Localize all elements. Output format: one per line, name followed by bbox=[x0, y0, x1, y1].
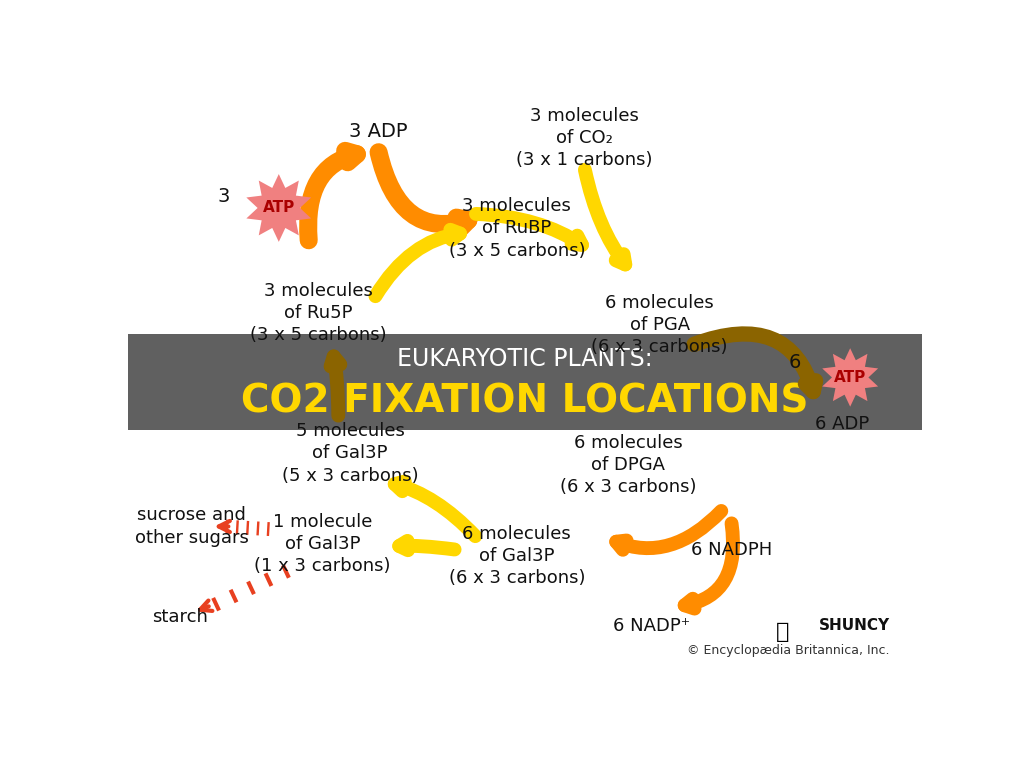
Text: © Encyclopædia Britannica, Inc.: © Encyclopædia Britannica, Inc. bbox=[687, 644, 890, 657]
Text: CO2 FIXATION LOCATIONS: CO2 FIXATION LOCATIONS bbox=[241, 382, 809, 420]
Text: 6 NADP⁺: 6 NADP⁺ bbox=[613, 617, 690, 635]
Text: 3: 3 bbox=[217, 187, 229, 206]
Polygon shape bbox=[247, 174, 311, 242]
Text: starch: starch bbox=[152, 608, 208, 626]
Text: 3 molecules
of Ru5P
(3 x 5 carbons): 3 molecules of Ru5P (3 x 5 carbons) bbox=[250, 282, 387, 345]
Text: 5 molecules
of Gal3P
(5 x 3 carbons): 5 molecules of Gal3P (5 x 3 carbons) bbox=[282, 422, 419, 485]
FancyArrowPatch shape bbox=[399, 541, 455, 550]
FancyArrowPatch shape bbox=[376, 230, 460, 296]
FancyBboxPatch shape bbox=[128, 334, 922, 430]
Text: 6 NADPH: 6 NADPH bbox=[690, 541, 772, 559]
Text: 6: 6 bbox=[788, 354, 801, 373]
Text: 3 ADP: 3 ADP bbox=[349, 122, 408, 141]
Text: 3 molecules
of RuBP
(3 x 5 carbons): 3 molecules of RuBP (3 x 5 carbons) bbox=[449, 197, 585, 260]
FancyArrowPatch shape bbox=[694, 334, 816, 392]
Text: ATP: ATP bbox=[835, 370, 866, 385]
FancyArrowPatch shape bbox=[379, 153, 468, 228]
Text: EUKARYOTIC PLANTS:: EUKARYOTIC PLANTS: bbox=[397, 347, 652, 370]
Text: sucrose and
other sugars: sucrose and other sugars bbox=[134, 506, 249, 546]
FancyArrowPatch shape bbox=[308, 151, 357, 241]
FancyArrowPatch shape bbox=[476, 214, 582, 245]
Text: 3 molecules
of CO₂
(3 x 1 carbons): 3 molecules of CO₂ (3 x 1 carbons) bbox=[516, 106, 652, 169]
Text: 🌿: 🌿 bbox=[776, 622, 790, 641]
FancyArrowPatch shape bbox=[331, 357, 340, 416]
Text: 6 ADP: 6 ADP bbox=[815, 415, 869, 433]
FancyArrowPatch shape bbox=[685, 524, 733, 609]
FancyArrowPatch shape bbox=[394, 481, 475, 536]
Text: SHUNCY: SHUNCY bbox=[819, 619, 890, 633]
FancyArrowPatch shape bbox=[585, 170, 626, 264]
Text: 1 molecule
of Gal3P
(1 x 3 carbons): 1 molecule of Gal3P (1 x 3 carbons) bbox=[254, 513, 391, 575]
Text: 6 molecules
of PGA
(6 x 3 carbons): 6 molecules of PGA (6 x 3 carbons) bbox=[592, 294, 728, 356]
Text: 6 molecules
of Gal3P
(6 x 3 carbons): 6 molecules of Gal3P (6 x 3 carbons) bbox=[449, 524, 585, 587]
Text: 6 molecules
of DPGA
(6 x 3 carbons): 6 molecules of DPGA (6 x 3 carbons) bbox=[560, 434, 696, 496]
FancyArrowPatch shape bbox=[616, 511, 721, 550]
Text: ATP: ATP bbox=[263, 200, 295, 216]
Polygon shape bbox=[822, 348, 879, 407]
